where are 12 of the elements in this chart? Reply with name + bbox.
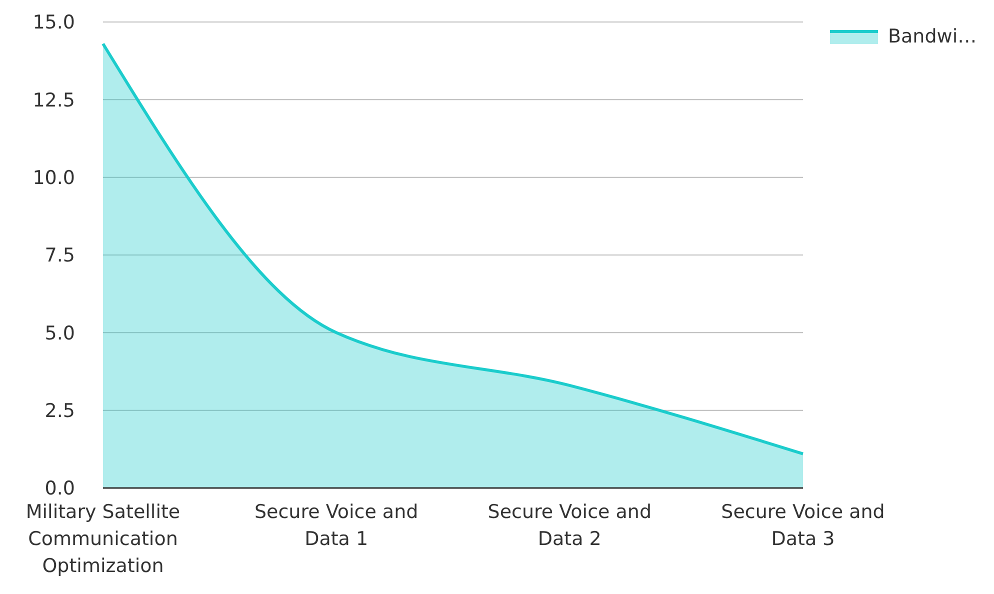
y-tick-label: 12.5 (32, 89, 75, 112)
x-tick-label: Secure Voice and Data 3 (721, 501, 885, 550)
x-tick-label: Secure Voice and Data 2 (488, 501, 652, 550)
y-tick-label: 5.0 (44, 322, 75, 344)
y-tick-label: 2.5 (44, 400, 75, 422)
y-tick-label: 15.0 (32, 12, 75, 34)
y-tick-label: 7.5 (44, 244, 75, 267)
x-tick-label: Secure Voice and Data 1 (254, 501, 418, 550)
x-tick-label: Military Satellite Communication Optimization (26, 501, 180, 577)
y-tick-label: 0.0 (44, 478, 75, 500)
y-tick-label: 10.0 (32, 166, 75, 189)
legend-label: Bandwi… (888, 26, 977, 48)
